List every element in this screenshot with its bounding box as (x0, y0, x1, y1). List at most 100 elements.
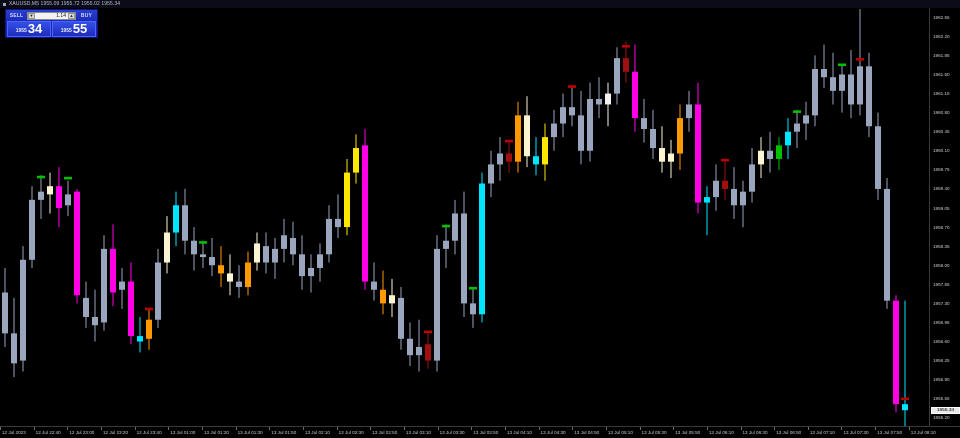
time-tick-mark (201, 427, 203, 430)
trade-panel-quotes: 1955 34 1955 55 (6, 21, 97, 38)
time-tick-label: 12 Jul 23:40 (136, 430, 162, 435)
price-tick-label: 1961.50 (933, 71, 950, 77)
buy-price-prefix: 1955 (60, 28, 72, 34)
price-tick-label: 1956.25 (933, 358, 950, 364)
price-tick-label: 1962.55 (933, 14, 950, 20)
time-tick-label: 13 Jul 06:10 (708, 430, 734, 435)
time-tick-label: 13 Jul 07:10 (809, 430, 835, 435)
time-tick-mark (437, 427, 439, 430)
window-titlebar: XAUUSD,M5 1955.09 1955.72 1955.02 1955.3… (0, 0, 960, 8)
time-tick-mark (673, 427, 675, 430)
time-tick-mark (269, 427, 271, 430)
time-tick-label: 13 Jul 06:50 (776, 430, 802, 435)
one-click-trading-panel[interactable]: SELL ▼ 1.14 ▲ BUY 1955 34 1955 55 (5, 9, 98, 38)
trade-panel-header: SELL ▼ 1.14 ▲ BUY (6, 10, 97, 21)
time-tick-label: 13 Jul 05:50 (675, 430, 701, 435)
time-tick-mark (774, 427, 776, 430)
buy-button[interactable]: 1955 55 (52, 21, 96, 37)
time-tick-mark (706, 427, 708, 430)
lot-decrement-button[interactable]: ▼ (28, 12, 35, 19)
price-tick-label: 1960.10 (933, 148, 950, 154)
candlestick-series (2, 9, 909, 426)
time-tick-mark (639, 427, 641, 430)
time-tick-mark (67, 427, 69, 430)
time-tick-label: 12 Jul 23:00 (69, 430, 95, 435)
time-tick-mark (0, 427, 1, 430)
price-tick-label: 1957.65 (933, 281, 950, 287)
window-title: XAUUSD,M5 1955.09 1955.72 1955.02 1955.3… (9, 0, 121, 7)
time-tick-label: 13 Jul 08:10 (910, 430, 936, 435)
time-tick-mark (740, 427, 742, 430)
current-price-label: 1955.34 (931, 406, 960, 414)
time-tick-label: 13 Jul 02:50 (372, 430, 398, 435)
time-tick-label: 13 Jul 07:50 (877, 430, 903, 435)
time-tick-label: 13 Jul 05:30 (641, 430, 667, 435)
buy-label: BUY (80, 12, 93, 19)
sell-price-pips: 34 (27, 21, 43, 36)
price-tick-label: 1958.00 (933, 262, 950, 268)
time-tick-mark (33, 427, 35, 430)
time-tick-label: 13 Jul 04:30 (540, 430, 566, 435)
sell-label: SELL (9, 12, 24, 19)
time-tick-label: 13 Jul 06:30 (742, 430, 768, 435)
time-tick-mark (302, 427, 304, 430)
time-tick-mark (100, 427, 102, 430)
time-tick-mark (403, 427, 405, 430)
lot-size-stepper[interactable]: ▼ 1.14 ▲ (27, 11, 76, 20)
price-tick-label: 1955.90 (933, 377, 950, 383)
time-tick-label: 13 Jul 07:30 (843, 430, 869, 435)
lot-size-input[interactable]: 1.14 (56, 12, 66, 19)
sell-price-prefix: 1955 (15, 28, 27, 34)
time-axis[interactable]: 12 Jul 2023 12 Jul 22:40 12 Jul 23:00 12 Ju… (0, 426, 960, 438)
price-tick-label: 1959.05 (933, 205, 950, 211)
time-tick-label: 12 Jul 2023 (2, 430, 26, 435)
candlestick-plot-area[interactable] (0, 8, 929, 426)
price-tick-label: 1958.70 (933, 224, 950, 230)
lot-increment-button[interactable]: ▲ (68, 12, 75, 19)
window-icon (3, 2, 6, 6)
price-tick-label: 1959.75 (933, 167, 950, 173)
price-tick-label: 1961.85 (933, 52, 950, 58)
time-tick-label: 12 Jul 22:40 (35, 430, 61, 435)
price-tick-label: 1957.30 (933, 300, 950, 306)
price-tick-label: 1956.95 (933, 319, 950, 325)
time-tick-label: 13 Jul 03:10 (405, 430, 431, 435)
time-tick-label: 13 Jul 04:10 (506, 430, 532, 435)
time-tick-mark (235, 427, 237, 430)
time-tick-label: 13 Jul 01:20 (203, 430, 229, 435)
price-tick-label: 1955.55 (933, 396, 950, 402)
time-tick-label: 13 Jul 01:30 (237, 430, 263, 435)
time-tick-mark (168, 427, 170, 430)
sell-button[interactable]: 1955 34 (7, 21, 51, 37)
time-tick-mark (336, 427, 338, 430)
time-tick-label: 13 Jul 03:50 (473, 430, 499, 435)
price-tick-label: 1958.35 (933, 243, 950, 249)
time-tick-label: 13 Jul 01:50 (271, 430, 297, 435)
price-tick-label: 1955.20 (933, 415, 950, 421)
time-tick-mark (504, 427, 506, 430)
time-tick-label: 13 Jul 04:50 (574, 430, 600, 435)
time-tick-mark (605, 427, 607, 430)
time-tick-mark (538, 427, 540, 430)
price-tick-label: 1961.15 (933, 91, 950, 97)
time-tick-mark (875, 427, 877, 430)
time-tick-mark (471, 427, 473, 430)
time-tick-mark (908, 427, 910, 430)
time-tick-label: 12 Jul 23:20 (102, 430, 128, 435)
price-tick-label: 1959.40 (933, 186, 950, 192)
time-tick-label: 13 Jul 02:30 (338, 430, 364, 435)
time-tick-mark (807, 427, 809, 430)
time-tick-mark (370, 427, 372, 430)
time-tick-mark (572, 427, 574, 430)
price-tick-label: 1960.45 (933, 129, 950, 135)
price-tick-label: 1956.60 (933, 339, 950, 345)
price-tick-label: 1962.20 (933, 33, 950, 39)
time-tick-mark (134, 427, 136, 430)
time-tick-label: 13 Jul 02:10 (304, 430, 330, 435)
time-tick-label: 13 Jul 05:10 (607, 430, 633, 435)
time-tick-label: 13 Jul 03:30 (439, 430, 465, 435)
buy-price-pips: 55 (72, 21, 88, 36)
time-tick-label: 13 Jul 01:00 (170, 430, 196, 435)
price-axis[interactable]: 1962.55 1962.20 1961.85 1961.50 1961.15 1960.… (929, 8, 960, 426)
